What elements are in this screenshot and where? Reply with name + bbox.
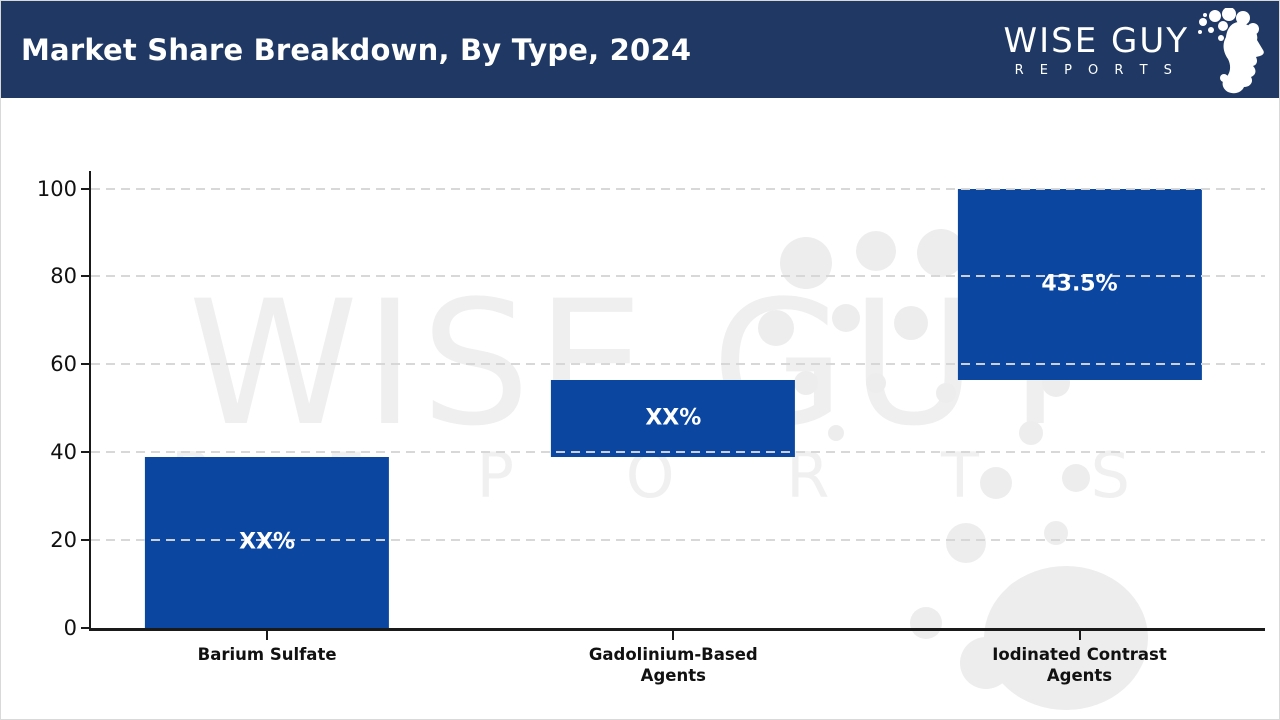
y-tick-mark-20: [81, 539, 89, 542]
y-tick-mark-100: [81, 187, 89, 190]
bar-1: [145, 456, 390, 628]
x-category-label-1: Barium Sulfate: [197, 645, 337, 664]
bar-2: [551, 379, 796, 457]
gridline-80: [91, 275, 1265, 278]
y-tick-label-80: 80: [50, 264, 77, 289]
logo-wordmark-sub: R E P O R T S: [1014, 63, 1178, 78]
y-tick-mark-0: [81, 627, 89, 629]
page-title: Market Share Breakdown, By Type, 2024: [21, 32, 692, 67]
y-tick-label-100: 100: [36, 176, 77, 201]
x-category-label-2: Gadolinium-Based Agents: [588, 645, 758, 686]
bar-value-label-1: XX%: [239, 529, 296, 555]
y-tick-label-20: 20: [50, 528, 77, 553]
y-tick-label-0: 0: [63, 616, 77, 640]
gridline-40: [91, 451, 1265, 454]
bar-value-label-3: 43.5%: [1041, 271, 1118, 297]
plot-area: 0 20 40 60 80 100 XX% Barium Sulfate XX% Gadolini…: [37, 171, 1265, 685]
logo-wordmark-main: WISE GUY: [1003, 21, 1189, 61]
logo-face-icon: [1198, 7, 1264, 93]
gridline-100: [91, 187, 1265, 190]
wiseguy-logo: WISE GUY R E P O R T S: [1003, 7, 1265, 94]
x-tick-mark-2: [672, 631, 675, 640]
y-tick-label-60: 60: [50, 352, 77, 377]
y-tick-mark-80: [81, 275, 89, 278]
x-tick-mark-3: [1078, 631, 1081, 640]
y-tick-mark-40: [81, 451, 89, 454]
y-tick-mark-60: [81, 363, 89, 366]
y-tick-label-40: 40: [50, 440, 77, 465]
bar-value-label-2: XX%: [645, 405, 702, 431]
header-bar: Market Share Breakdown, By Type, 2024 WI…: [1, 1, 1279, 98]
x-category-label-3: Iodinated Contrast Agents: [992, 645, 1167, 686]
logo-wordmark: WISE GUY R E P O R T S: [1003, 24, 1189, 77]
gridline-20: [91, 539, 1265, 542]
gridline-60: [91, 363, 1265, 366]
x-tick-mark-1: [266, 631, 269, 640]
